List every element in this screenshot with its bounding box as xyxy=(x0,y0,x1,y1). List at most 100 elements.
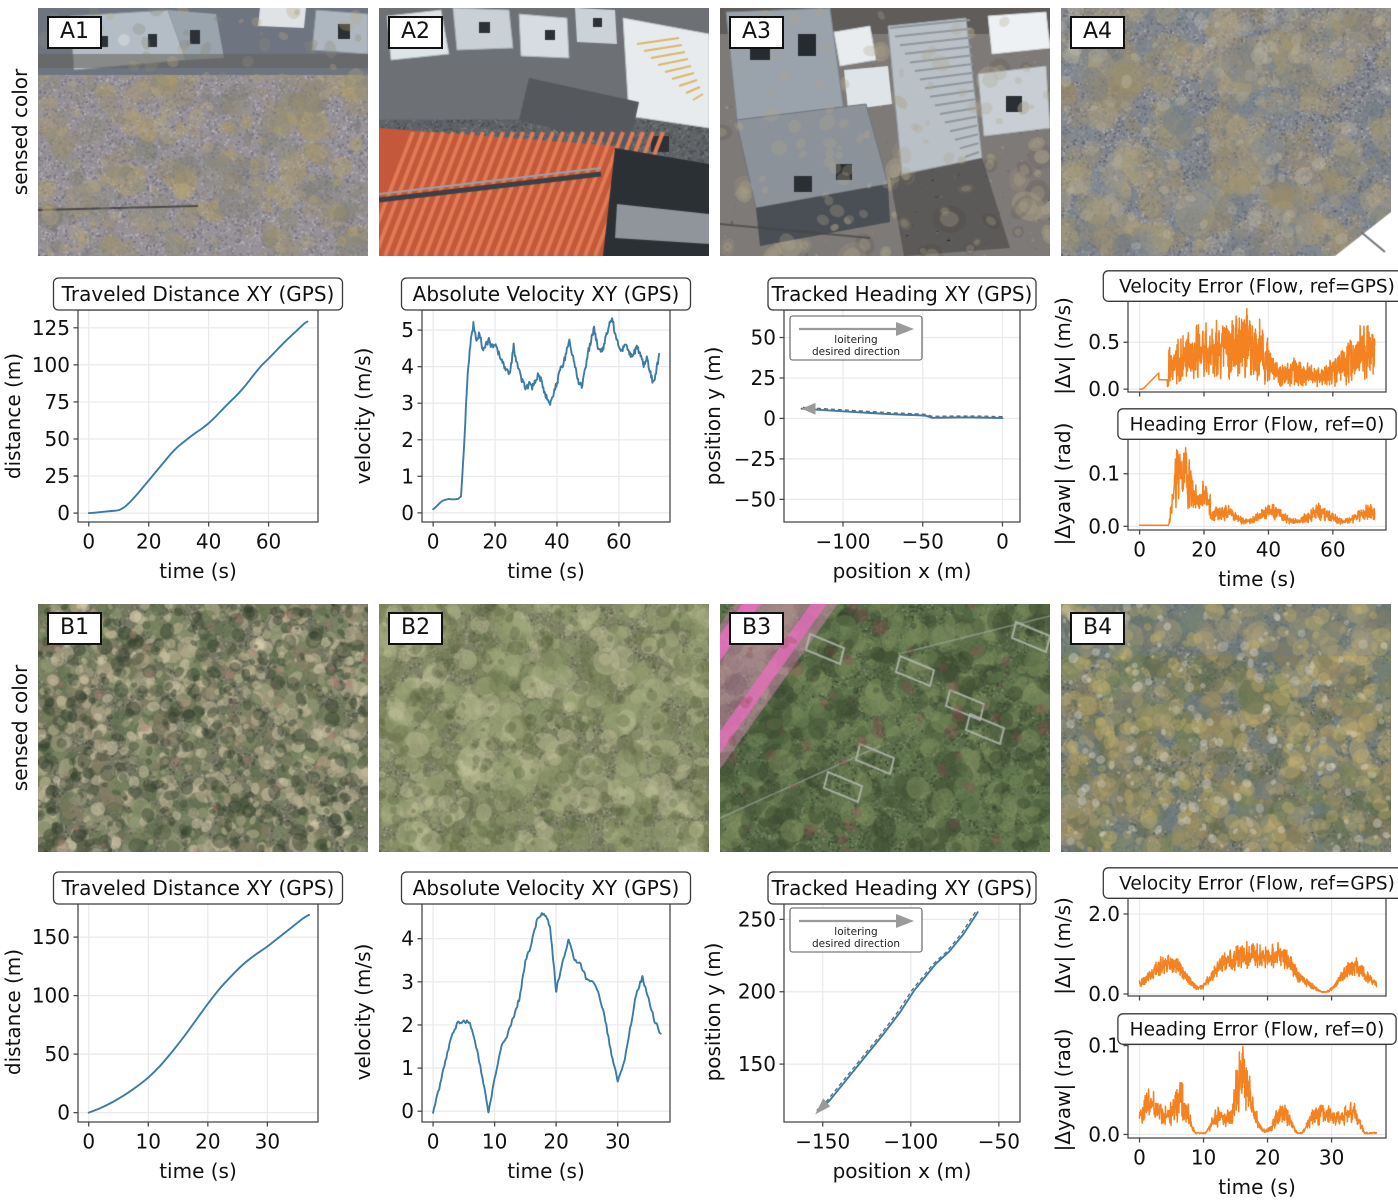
photo-panel-a4[interactable]: A4 xyxy=(1061,8,1391,256)
plot-b-absolute-velocity[interactable]: 0 10 20 30 0 1 2 3 4 Absolute Velocity XY (GPS) ve… xyxy=(350,866,700,1201)
plot-b-tracked-heading[interactable]: −150 −100 −50 150 200 250 loitering desired dir… xyxy=(700,866,1050,1201)
y-tick-label: 0.0 xyxy=(1088,1122,1120,1146)
x-axis-label: position x (m) xyxy=(833,1159,972,1183)
y-axis-label: velocity (m/s) xyxy=(351,348,375,485)
y-axis-label: position y (m) xyxy=(701,943,725,1082)
photo-panel-a1[interactable]: A1 xyxy=(38,8,368,256)
y-tick-label: 3 xyxy=(401,970,414,994)
photo-tag-b4: B4 xyxy=(1070,612,1126,646)
heading-track-series xyxy=(800,407,1004,420)
photo-tag-b1: B1 xyxy=(47,612,103,646)
y-tick-label: 125 xyxy=(32,316,70,340)
x-tick-label: 40 xyxy=(196,530,221,554)
photo-panel-b4[interactable]: B4 xyxy=(1061,604,1391,852)
photo-panel-b1[interactable]: B1 xyxy=(38,604,368,852)
photo-canvas-a3 xyxy=(720,8,1050,256)
y-tick-label: 0.0 xyxy=(1088,377,1120,401)
plot-axes: 0 20 40 60 0 1 2 3 4 5 xyxy=(401,309,671,554)
x-tick-label: 0 xyxy=(82,1130,95,1154)
plot-title-box: Heading Error (Flow, ref=0) xyxy=(1117,408,1397,440)
photo-canvas-b1 xyxy=(38,604,368,852)
photo-tag-a4: A4 xyxy=(1070,16,1126,50)
y-tick-label: 4 xyxy=(401,927,414,951)
plot-a-traveled-distance-svg: 0 20 40 60 0 25 50 75 100 125 Traveled Distance XY… xyxy=(1,277,344,583)
velocity-series xyxy=(432,317,661,511)
plot-title-box: Traveled Distance XY (GPS) xyxy=(52,871,344,905)
row-label-b-text: sensed color xyxy=(8,664,32,792)
y-tick-label: 1 xyxy=(401,1056,414,1080)
plot-b-traveled-distance-svg: 0 10 20 30 0 50 100 150 Traveled Distance XY (GP… xyxy=(1,871,344,1183)
photo-canvas-b4 xyxy=(1061,604,1391,852)
plot-title-text: Velocity Error (Flow, ref=GPS) xyxy=(1119,874,1395,895)
photo-tag-b3: B3 xyxy=(729,612,785,646)
heading-error-series xyxy=(1138,447,1376,527)
plot-b-traveled-distance[interactable]: 0 10 20 30 0 50 100 150 Traveled Distance XY (GP… xyxy=(0,866,350,1201)
x-axis-label: time (s) xyxy=(1218,1175,1296,1199)
plot-a-absolute-velocity[interactable]: 0 20 40 60 0 1 2 3 4 5 Absolute Velocity XY (GPS) v… xyxy=(350,268,700,588)
plot-axes: 0 20 40 60 0.0 0.1 xyxy=(1088,437,1387,562)
row-label-a: sensed color xyxy=(0,8,40,256)
heading-reference-series xyxy=(816,911,976,1111)
y-tick-label: 150 xyxy=(738,1052,776,1076)
legend-line-1: loitering xyxy=(834,334,877,346)
x-tick-label: 40 xyxy=(1256,538,1281,562)
y-tick-label: 4 xyxy=(401,355,414,379)
x-axis-label: time (s) xyxy=(507,559,585,583)
plot-axes: 0 10 20 30 0.0 0.1 xyxy=(1088,1034,1387,1170)
x-tick-label: 20 xyxy=(195,1130,220,1154)
photo-panel-b2[interactable]: B2 xyxy=(379,604,709,852)
x-tick-label: 40 xyxy=(544,530,569,554)
y-tick-label: 150 xyxy=(32,925,70,949)
plot-b-absolute-velocity-svg: 0 10 20 30 0 1 2 3 4 Absolute Velocity XY (GPS) ve… xyxy=(351,871,692,1183)
y-axis-label: distance (m) xyxy=(1,353,25,479)
photo-canvas-a1 xyxy=(38,8,368,256)
x-tick-label: 30 xyxy=(255,1130,280,1154)
y-tick-label: −50 xyxy=(734,487,776,511)
plot-a-traveled-distance[interactable]: 0 20 40 60 0 25 50 75 100 125 Traveled Distance XY… xyxy=(0,268,350,588)
x-axis-label: time (s) xyxy=(507,1159,585,1183)
heading-error-series xyxy=(1138,1045,1378,1135)
y-tick-label: 200 xyxy=(738,980,776,1004)
plot-title-box: Tracked Heading XY (GPS) xyxy=(767,277,1037,311)
legend-line-2: desired direction xyxy=(812,346,900,358)
x-tick-label: 60 xyxy=(606,530,631,554)
plot-title-text: Traveled Distance XY (GPS) xyxy=(61,282,335,306)
plot-b-error-stack[interactable]: 0.0 2.0 Velocity Error (Flow, ref=GPS) |Δv|… xyxy=(1050,866,1398,1201)
plot-title-box: Heading Error (Flow, ref=0) xyxy=(1117,1013,1397,1045)
plot-a-tracked-heading[interactable]: −100 −50 0 −50 −25 0 25 50 loitering desired dire… xyxy=(700,268,1050,588)
plot-axes: 0 20 40 60 0 25 50 75 100 125 xyxy=(32,309,319,554)
travel-direction-arrow-icon xyxy=(815,1098,831,1115)
x-tick-label: 0 xyxy=(1133,1146,1146,1170)
y-tick-label: 100 xyxy=(32,984,70,1008)
x-tick-label: 10 xyxy=(1191,1146,1216,1170)
y-tick-label: −25 xyxy=(734,447,776,471)
plot-title-text: Heading Error (Flow, ref=0) xyxy=(1130,415,1385,436)
x-axis-label: time (s) xyxy=(159,1159,237,1183)
y-axis-label: |Δyaw| (rad) xyxy=(1051,1029,1075,1152)
y-tick-label: 0.1 xyxy=(1088,1034,1120,1058)
y-tick-label: 0.0 xyxy=(1088,982,1120,1006)
photo-panel-b3[interactable]: B3 xyxy=(720,604,1050,852)
photo-panel-a3[interactable]: A3 xyxy=(720,8,1050,256)
row-label-b: sensed color xyxy=(0,604,40,852)
x-tick-label: 0 xyxy=(996,530,1009,554)
photo-canvas-a4 xyxy=(1061,8,1391,256)
y-tick-label: 25 xyxy=(45,464,70,488)
y-tick-label: 25 xyxy=(751,366,776,390)
x-tick-label: 0 xyxy=(1133,538,1146,562)
y-tick-label: 0 xyxy=(401,501,414,525)
photo-panel-a2[interactable]: A2 xyxy=(379,8,709,256)
plot-title-text: Traveled Distance XY (GPS) xyxy=(61,876,335,900)
velocity-series xyxy=(432,912,662,1114)
y-tick-label: 250 xyxy=(738,907,776,931)
photo-tag-b2: B2 xyxy=(388,612,444,646)
x-tick-label: 20 xyxy=(1255,1146,1280,1170)
plot-a-error-stack[interactable]: 0.0 0.5 Velocity Error (Flow, ref=GPS) |Δv|… xyxy=(1050,268,1398,588)
x-tick-label: 0 xyxy=(427,1130,440,1154)
y-axis-label: velocity (m/s) xyxy=(351,944,375,1081)
plot-title-text: Tracked Heading XY (GPS) xyxy=(771,876,1033,900)
photo-canvas-a2 xyxy=(379,8,709,256)
y-axis-label: |Δyaw| (rad) xyxy=(1051,423,1075,546)
